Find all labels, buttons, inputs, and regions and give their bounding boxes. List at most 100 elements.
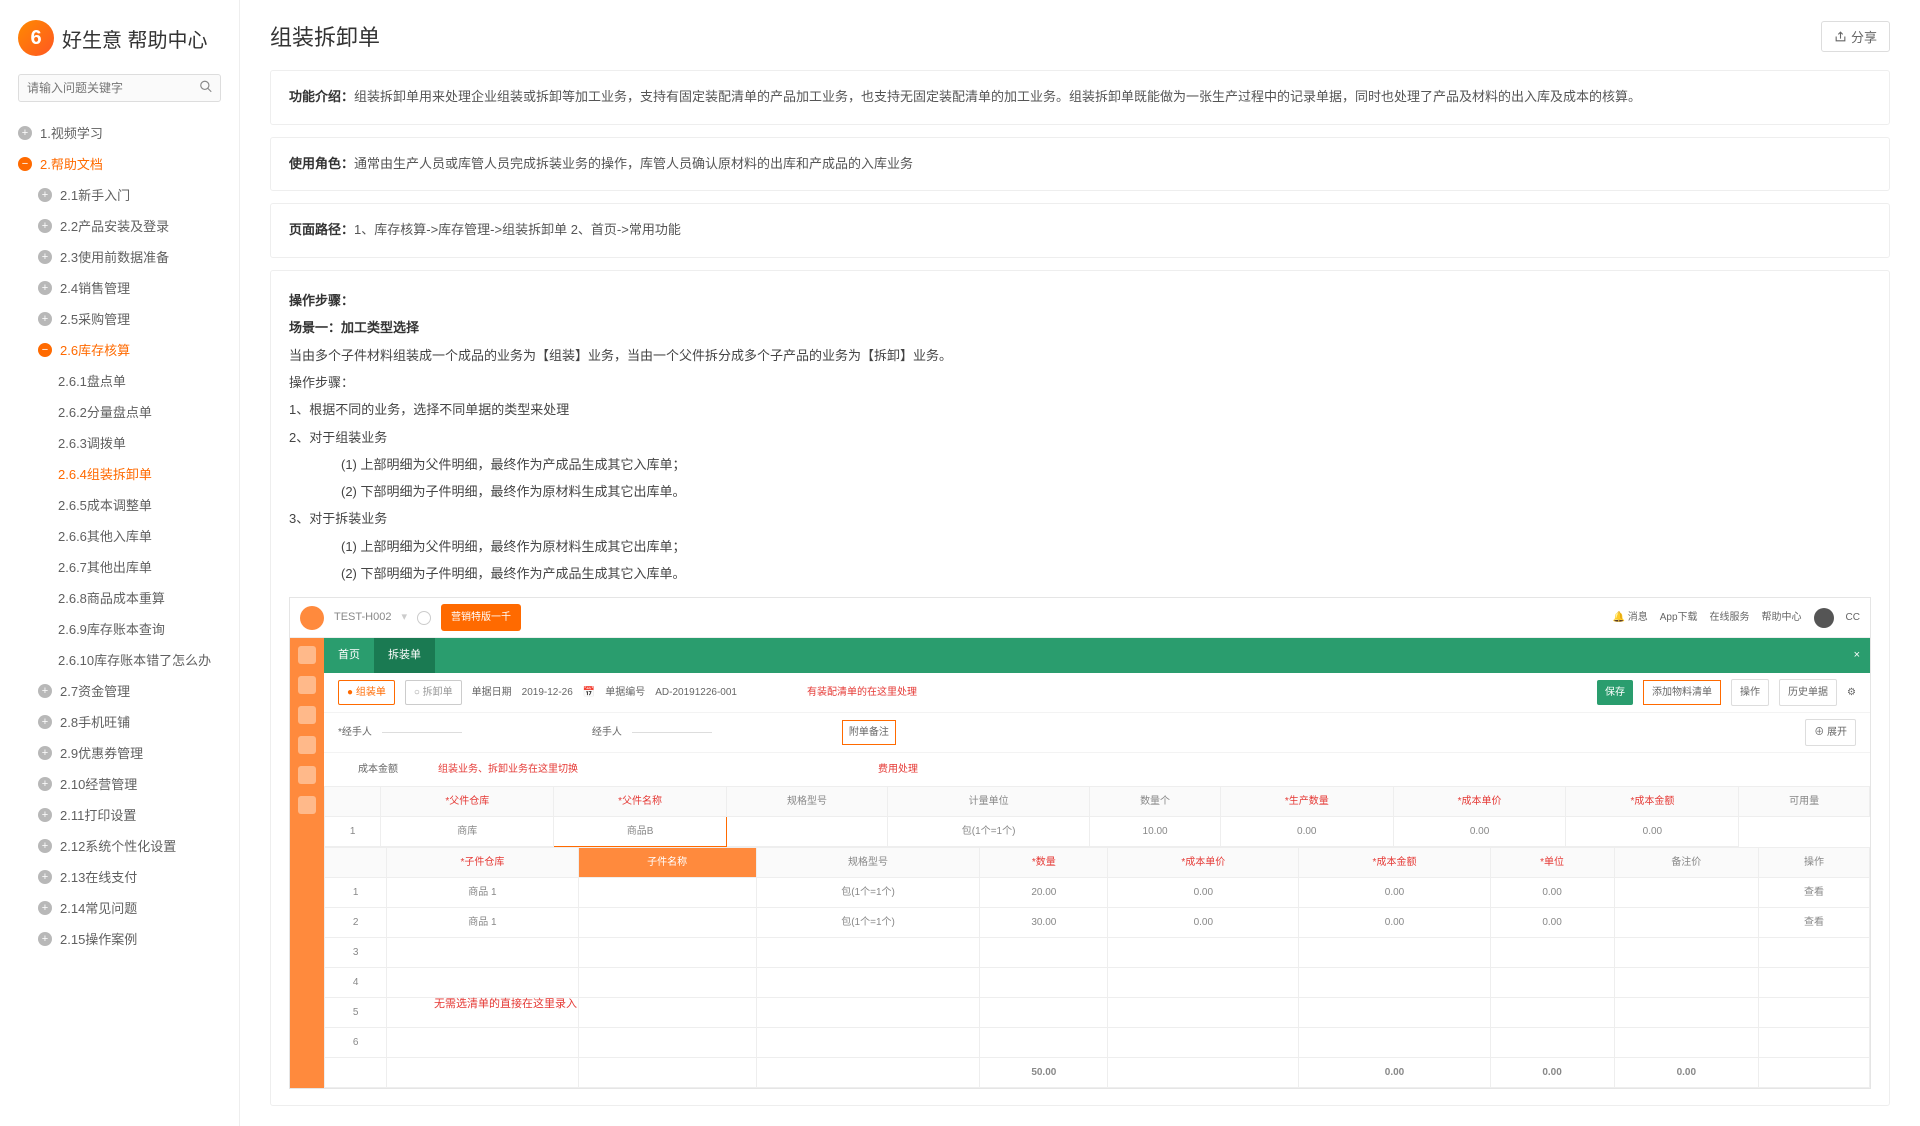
table-cell <box>1614 1028 1758 1058</box>
nav-item[interactable]: −2.帮助文档 <box>0 148 239 179</box>
table-row[interactable]: 2商品 1包(1个=1个)30.000.000.000.00查看 <box>325 908 1870 938</box>
table-cell <box>1108 968 1299 998</box>
expand-icon: + <box>38 684 52 698</box>
nav-item-label: 2.6.6其他入库单 <box>58 526 152 545</box>
nav-item[interactable]: +1.视频学习 <box>0 117 239 148</box>
table-cell <box>1299 1028 1490 1058</box>
calendar-icon[interactable]: 📅 <box>583 682 595 703</box>
nav-item[interactable]: +2.15操作案例 <box>0 923 239 954</box>
expand-icon: + <box>18 126 32 140</box>
menu-icon[interactable] <box>298 766 316 784</box>
nav-item-label: 2.6.10库存账本错了怎么办 <box>58 650 211 669</box>
nav-item-label: 2.5采购管理 <box>60 309 130 328</box>
expand-button[interactable]: ⊕ 展开 <box>1805 719 1856 746</box>
menu-icon[interactable] <box>298 736 316 754</box>
help-center-link[interactable]: 帮助中心 <box>1762 607 1802 628</box>
table-row[interactable]: 3 <box>325 938 1870 968</box>
table-cell <box>387 998 578 1028</box>
table-row[interactable]: 4 <box>325 968 1870 998</box>
nav-list: +1.视频学习−2.帮助文档+2.1新手入门+2.2产品安装及登录+2.3使用前… <box>0 117 239 954</box>
save-button[interactable]: 保存 <box>1597 680 1633 705</box>
table-header <box>325 848 387 878</box>
nav-item[interactable]: 2.6.3调拨单 <box>0 427 239 458</box>
table-cell: 包(1个=1个) <box>887 817 1089 847</box>
nav-item[interactable]: 2.6.1盘点单 <box>0 365 239 396</box>
table-cell: 0.00 <box>1108 908 1299 938</box>
nav-item[interactable]: +2.10经营管理 <box>0 768 239 799</box>
nav-item[interactable]: +2.4销售管理 <box>0 272 239 303</box>
nav-item[interactable]: +2.12系统个性化设置 <box>0 830 239 861</box>
table-cell: 0.00 <box>1490 908 1614 938</box>
table-header: *生产数量 <box>1220 787 1393 817</box>
nav-item[interactable]: +2.2产品安装及登录 <box>0 210 239 241</box>
action-button[interactable]: 操作 <box>1731 679 1769 706</box>
table-header: *父件名称 <box>554 787 727 817</box>
fee-label-box[interactable]: 附单备注 <box>842 720 896 745</box>
table-row[interactable]: 5 <box>325 998 1870 1028</box>
radio-assembly[interactable]: ● 组装单 <box>338 680 395 705</box>
annotation-text: 费用处理 <box>878 759 918 780</box>
nav-item[interactable]: +2.5采购管理 <box>0 303 239 334</box>
nav-item[interactable]: 2.6.9库存账本查询 <box>0 613 239 644</box>
nav-item[interactable]: 2.6.6其他入库单 <box>0 520 239 551</box>
nav-item[interactable]: +2.13在线支付 <box>0 861 239 892</box>
search-input[interactable] <box>18 74 221 102</box>
table-row[interactable]: 6 <box>325 1028 1870 1058</box>
nav-item[interactable]: −2.6库存核算 <box>0 334 239 365</box>
nav-item[interactable]: +2.3使用前数据准备 <box>0 241 239 272</box>
nav-item-label: 2.6.7其他出库单 <box>58 557 152 576</box>
nav-item[interactable]: +2.1新手入门 <box>0 179 239 210</box>
nav-item[interactable]: +2.14常见问题 <box>0 892 239 923</box>
settings-icon[interactable]: ⚙ <box>1847 682 1856 703</box>
share-button[interactable]: 分享 <box>1821 21 1890 52</box>
nav-item-label: 2.12系统个性化设置 <box>60 836 176 855</box>
jsr-input[interactable] <box>632 732 712 733</box>
nav-item[interactable]: 2.6.2分量盘点单 <box>0 396 239 427</box>
path-block: 页面路径：1、库存核算->库存管理->组装拆卸单 2、首页->常用功能 <box>270 203 1890 258</box>
sidebar: 6 好生意 帮助中心 +1.视频学习−2.帮助文档+2.1新手入门+2.2产品安… <box>0 0 240 1126</box>
menu-icon[interactable] <box>298 676 316 694</box>
nav-item[interactable]: 2.6.8商品成本重算 <box>0 582 239 613</box>
intro-label: 功能介绍： <box>289 89 354 104</box>
table-row[interactable]: 1商品 1包(1个=1个)20.000.000.000.00查看 <box>325 878 1870 908</box>
table-cell <box>727 817 888 847</box>
nav-item[interactable]: +2.7资金管理 <box>0 675 239 706</box>
menu-icon[interactable] <box>298 796 316 814</box>
nav-item[interactable]: 2.6.5成本调整单 <box>0 489 239 520</box>
table-cell: 0.00 <box>1490 878 1614 908</box>
doc-label: 单据编号 <box>605 682 645 703</box>
table-cell <box>1759 998 1870 1028</box>
nav-item-label: 2.6.2分量盘点单 <box>58 402 152 421</box>
table-row[interactable]: 1商库商品B包(1个=1个)10.000.000.000.00 <box>325 817 1870 847</box>
nav-item[interactable]: 2.6.7其他出库单 <box>0 551 239 582</box>
menu-icon[interactable] <box>298 706 316 724</box>
home-icon[interactable] <box>298 646 316 664</box>
expand-icon: + <box>38 715 52 729</box>
nav-item[interactable]: 2.6.4组装拆卸单 <box>0 458 239 489</box>
parent-table: *父件仓库*父件名称规格型号计量单位数量个*生产数量*成本单价*成本金额可用量1… <box>324 786 1870 847</box>
nav-item-label: 2.3使用前数据准备 <box>60 247 169 266</box>
handler-input[interactable] <box>382 732 462 733</box>
close-icon[interactable]: × <box>1844 638 1870 673</box>
nav-item[interactable]: 2.6.10库存账本错了怎么办 <box>0 644 239 675</box>
mock-upgrade-button[interactable]: 营销特版一千 <box>441 604 521 631</box>
add-bom-button[interactable]: 添加物料清单 <box>1643 680 1721 705</box>
nav-item[interactable]: +2.9优惠券管理 <box>0 737 239 768</box>
table-cell <box>1108 1058 1299 1088</box>
table-cell <box>1108 938 1299 968</box>
date-value[interactable]: 2019-12-26 <box>522 682 573 703</box>
tab-home[interactable]: 首页 <box>324 638 374 673</box>
app-download-link[interactable]: App下载 <box>1660 607 1698 628</box>
avatar-icon[interactable] <box>1814 608 1834 628</box>
tab-assembly[interactable]: 拆装单 <box>374 638 435 673</box>
bell-icon[interactable]: 🔔 消息 <box>1613 607 1648 628</box>
table-cell <box>756 1058 980 1088</box>
table-header: 数量个 <box>1090 787 1221 817</box>
nav-item[interactable]: +2.8手机旺铺 <box>0 706 239 737</box>
step-text: (2) 下部明细为子件明细，最终作为产成品生成其它入库单。 <box>289 560 1871 587</box>
nav-item[interactable]: +2.11打印设置 <box>0 799 239 830</box>
online-service-link[interactable]: 在线服务 <box>1710 607 1750 628</box>
radio-disassembly[interactable]: ○ 拆卸单 <box>405 680 462 705</box>
search-icon[interactable] <box>199 80 213 97</box>
history-button[interactable]: 历史单据 <box>1779 679 1837 706</box>
